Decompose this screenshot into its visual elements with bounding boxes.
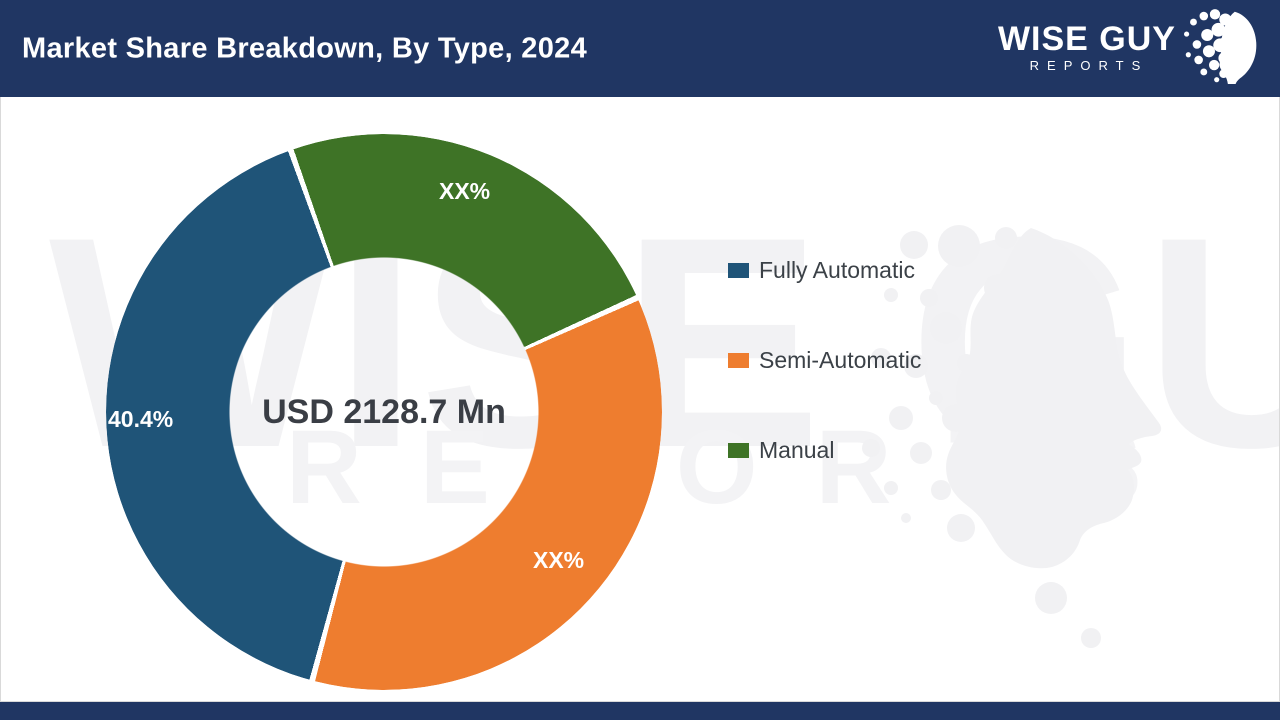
slice-label-manual: XX% [439, 178, 491, 204]
legend-swatch-semi-automatic [728, 352, 749, 368]
wise-guy-reports-logo: WISE GUY REPORTS [998, 8, 1264, 86]
legend-label-manual: Manual [759, 436, 835, 463]
donut-chart [106, 134, 662, 690]
legend-label-semi-automatic: Semi-Automatic [759, 346, 922, 373]
page-title: Market Share Breakdown, By Type, 2024 [22, 32, 588, 64]
legend-label-fully-automatic: Fully Automatic [759, 256, 915, 283]
logo-name: WISE GUY [997, 20, 1176, 58]
logo-text: WISE GUY REPORTS [998, 21, 1176, 73]
footer-bar [0, 702, 1280, 720]
header-bar: Market Share Breakdown, By Type, 2024 WI… [0, 0, 1280, 97]
slice-label-semi-automatic: XX% [533, 547, 585, 573]
legend-item-fully-automatic: Fully Automatic [728, 256, 921, 284]
legend-item-semi-automatic: Semi-Automatic [728, 346, 921, 374]
legend-swatch-manual [728, 442, 749, 458]
watermark-face-icon [862, 225, 1162, 648]
chart-area: WISE GUY REPORTS USD 2128.7 Mn 40.4% XX%… [0, 97, 1280, 702]
legend: Fully Automatic Semi-Automatic Manual [728, 256, 921, 526]
donut-center-value: USD 2128.7 Mn [262, 392, 506, 431]
legend-item-manual: Manual [728, 436, 921, 464]
logo-face-icon [1184, 9, 1257, 84]
slice-label-fully-automatic: 40.4% [108, 406, 174, 432]
logo-subtitle: REPORTS [1029, 58, 1149, 73]
legend-swatch-fully-automatic [728, 262, 749, 278]
